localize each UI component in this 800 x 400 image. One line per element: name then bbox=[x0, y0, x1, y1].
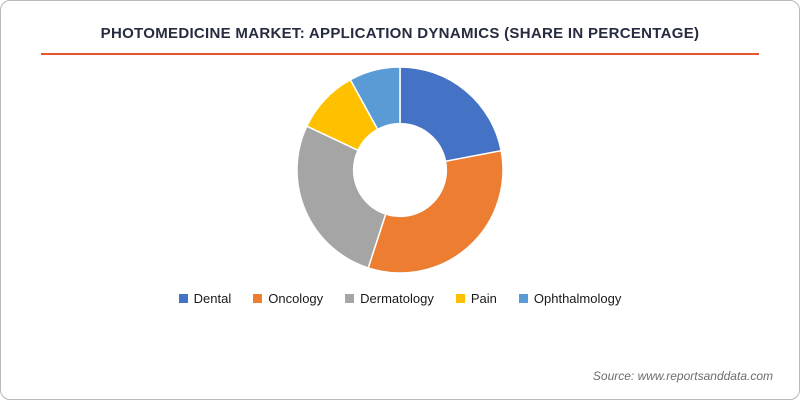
donut-slice-dental bbox=[399, 66, 503, 163]
legend-swatch-dental bbox=[178, 294, 188, 303]
donut-wrap bbox=[1, 63, 799, 277]
donut-slice-oncology bbox=[367, 149, 504, 274]
chart-legend: Dental Oncology Dermatology Pain Ophthalmolo… bbox=[1, 291, 799, 306]
legend-label-dermatology: Dermatology bbox=[360, 291, 434, 306]
donut-slice-ophthalmology bbox=[349, 66, 401, 131]
legend-label-ophthalmology: Ophthalmology bbox=[533, 291, 622, 306]
legend-swatch-oncology bbox=[253, 294, 263, 303]
legend-item-dermatology: Dermatology bbox=[345, 291, 434, 306]
legend-item-oncology: Oncology bbox=[253, 291, 323, 306]
source-note: Source: www.reportsanddata.com bbox=[592, 369, 773, 383]
donut-slice-dermatology bbox=[296, 125, 387, 269]
title-underline bbox=[41, 53, 759, 55]
legend-item-dental: Dental bbox=[178, 291, 232, 306]
legend-label-dental: Dental bbox=[193, 291, 232, 306]
chart-title: PHOTOMEDICINE MARKET: APPLICATION DYNAMI… bbox=[100, 25, 700, 42]
legend-swatch-pain bbox=[455, 294, 465, 303]
legend-item-pain: Pain bbox=[455, 291, 497, 306]
legend-swatch-ophthalmology bbox=[518, 294, 528, 303]
legend-item-ophthalmology: Ophthalmology bbox=[518, 291, 622, 306]
legend-label-pain: Pain bbox=[470, 291, 497, 306]
donut-chart bbox=[296, 66, 504, 274]
legend-label-oncology: Oncology bbox=[268, 291, 324, 306]
legend-swatch-dermatology bbox=[345, 294, 355, 303]
